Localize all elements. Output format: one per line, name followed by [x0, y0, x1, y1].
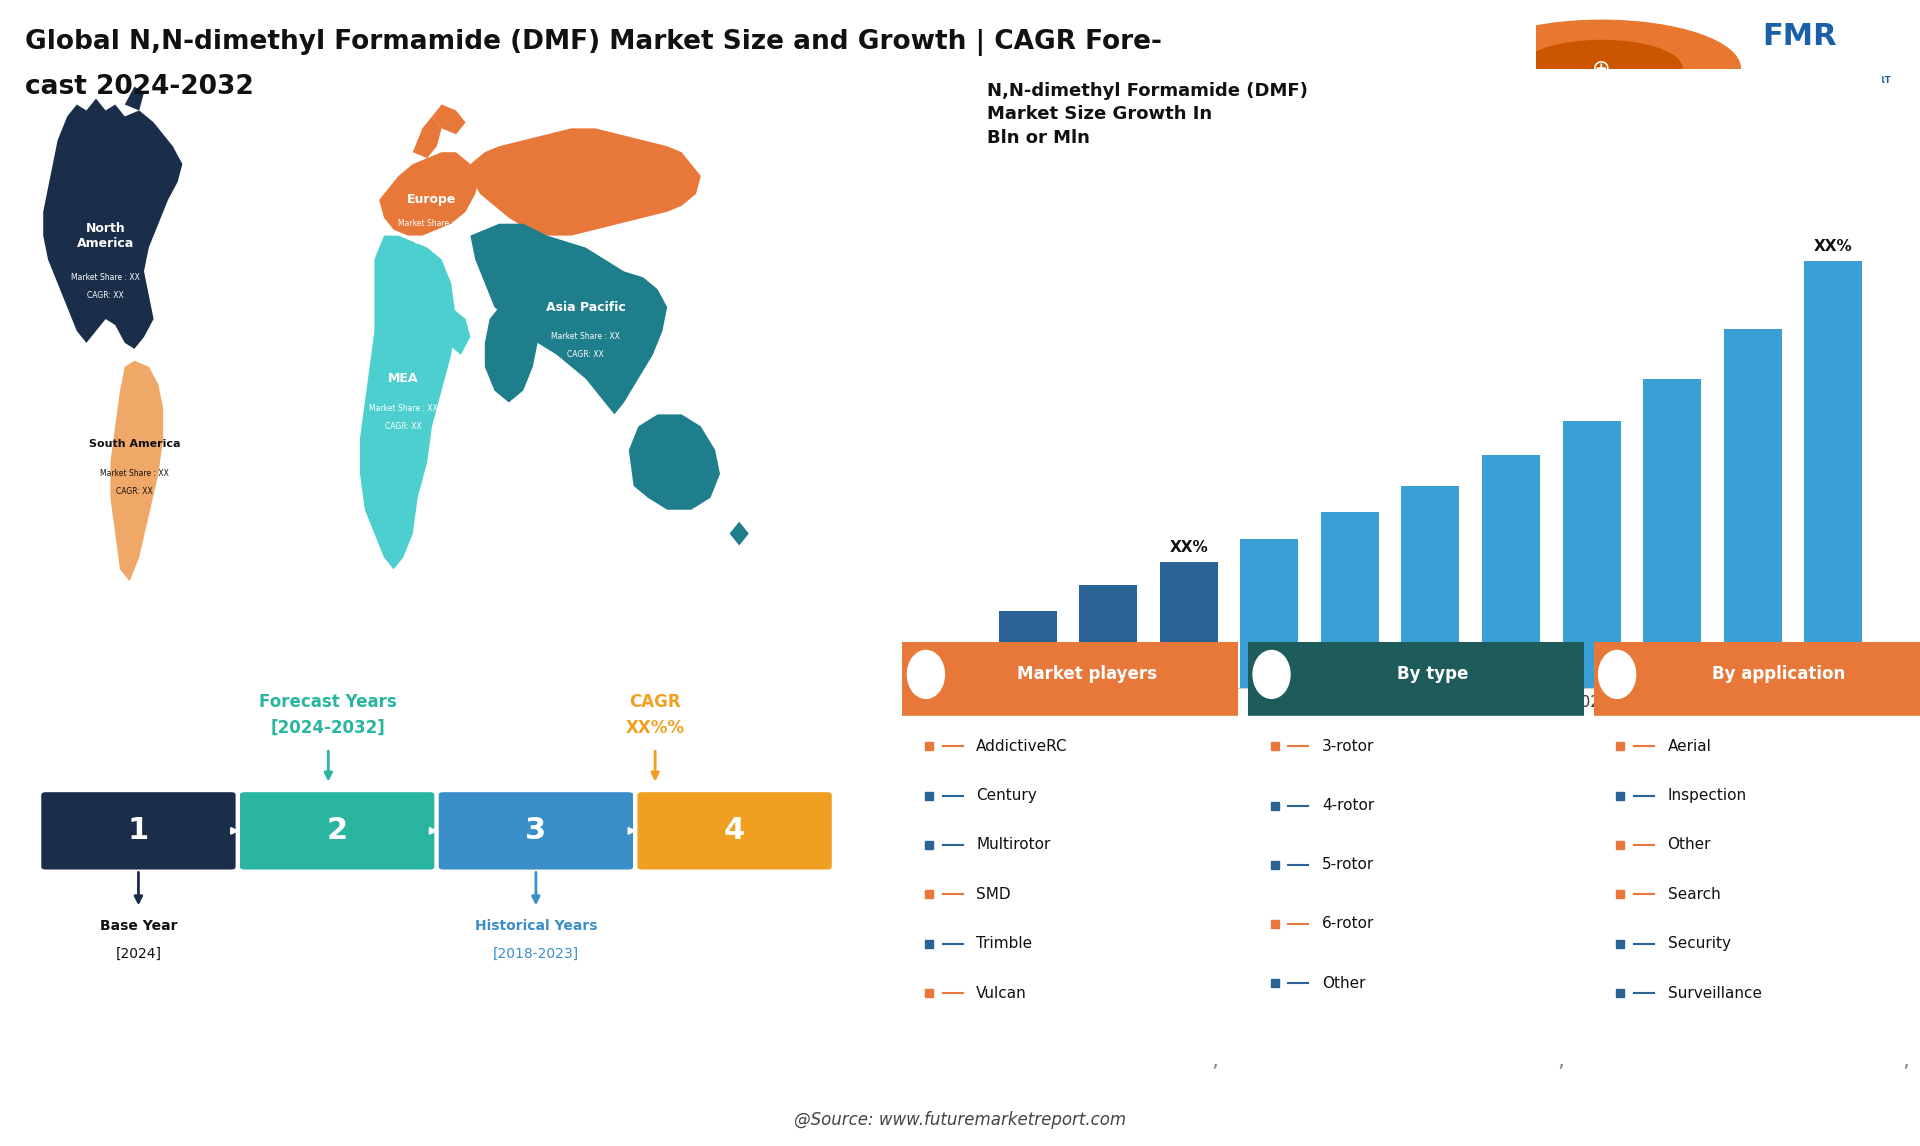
Text: Market Share : XX: Market Share : XX [397, 219, 467, 228]
Text: Trimble: Trimble [977, 936, 1033, 951]
Text: South America: South America [88, 439, 180, 449]
Text: Multirotor: Multirotor [977, 838, 1050, 853]
FancyBboxPatch shape [899, 707, 1242, 1082]
Polygon shape [125, 87, 144, 110]
FancyBboxPatch shape [1590, 707, 1920, 1082]
Bar [1724, 329, 1782, 688]
Polygon shape [730, 521, 749, 545]
Polygon shape [44, 99, 182, 348]
Text: By application: By application [1713, 666, 1845, 683]
Text: 5-rotor: 5-rotor [1321, 857, 1375, 872]
Text: Market Share : XX: Market Share : XX [369, 403, 438, 413]
Text: XX%: XX% [1814, 240, 1853, 254]
Text: North
America: North America [77, 221, 134, 250]
Text: XX%%: XX%% [626, 719, 685, 737]
Bar [1402, 486, 1459, 688]
Text: Base Year: Base Year [100, 919, 177, 933]
Text: Security: Security [1667, 936, 1730, 951]
Text: Market Share : XX: Market Share : XX [100, 470, 169, 479]
Text: 4: 4 [724, 816, 745, 846]
Text: ,: , [1212, 1051, 1217, 1070]
Text: 3: 3 [526, 816, 547, 846]
Bar [1240, 539, 1298, 688]
Text: Inspection: Inspection [1667, 788, 1747, 803]
Text: FUTURE MARKET REPORT: FUTURE MARKET REPORT [1763, 77, 1891, 85]
Circle shape [908, 651, 945, 698]
Text: XX%: XX% [1169, 540, 1208, 556]
Text: Other: Other [1667, 838, 1711, 853]
Text: CAGR: CAGR [630, 693, 682, 711]
Bar [1321, 512, 1379, 688]
FancyBboxPatch shape [1584, 633, 1920, 716]
FancyBboxPatch shape [438, 792, 634, 870]
Text: CAGR: XX: CAGR: XX [86, 291, 125, 300]
Text: Market Share : XX: Market Share : XX [551, 332, 620, 342]
Polygon shape [595, 355, 634, 397]
Text: CAGR: XX: CAGR: XX [115, 487, 154, 496]
Text: Century: Century [977, 788, 1037, 803]
FancyBboxPatch shape [42, 792, 236, 870]
Bar [1079, 584, 1137, 688]
Bar [1482, 455, 1540, 688]
Text: 3-rotor: 3-rotor [1321, 739, 1375, 754]
FancyBboxPatch shape [1244, 707, 1588, 1082]
Polygon shape [413, 117, 442, 158]
Text: MEA: MEA [388, 372, 419, 385]
Text: 2: 2 [326, 816, 348, 846]
Text: Historical Years: Historical Years [474, 919, 597, 933]
Polygon shape [111, 361, 163, 581]
Text: 1: 1 [129, 816, 150, 846]
Text: 4-rotor: 4-rotor [1321, 798, 1375, 813]
Circle shape [1599, 651, 1636, 698]
Text: Vulcan: Vulcan [977, 986, 1027, 1000]
Text: ,: , [1557, 1051, 1563, 1070]
FancyBboxPatch shape [637, 792, 831, 870]
Text: By type: By type [1398, 666, 1469, 683]
Text: [2024]: [2024] [115, 947, 161, 960]
Circle shape [1463, 21, 1740, 116]
Bar [1160, 562, 1217, 688]
Text: ⊕: ⊕ [1592, 58, 1611, 78]
Text: Market Share : XX: Market Share : XX [71, 273, 140, 282]
Text: Surveillance: Surveillance [1667, 986, 1761, 1000]
Polygon shape [432, 104, 465, 134]
Bar [1805, 261, 1862, 688]
Text: Other: Other [1321, 975, 1365, 990]
FancyBboxPatch shape [240, 792, 434, 870]
Text: CAGR: XX: CAGR: XX [413, 237, 451, 246]
Text: Global N,N-dimethyl Formamide (DMF) Market Size and Growth | CAGR Fore-: Global N,N-dimethyl Formamide (DMF) Mark… [25, 29, 1162, 56]
Text: cast 2024-2032: cast 2024-2032 [25, 74, 253, 101]
Bar [1644, 379, 1701, 688]
Polygon shape [361, 236, 457, 570]
Polygon shape [470, 223, 668, 415]
Bar [1563, 421, 1620, 688]
Text: Asia Pacific: Asia Pacific [545, 300, 626, 314]
Text: CAGR: XX: CAGR: XX [566, 351, 605, 360]
Text: Europe: Europe [407, 194, 457, 206]
Text: Market players: Market players [1018, 666, 1158, 683]
Polygon shape [630, 415, 720, 510]
Text: [2024-2032]: [2024-2032] [271, 719, 386, 737]
Text: 6-rotor: 6-rotor [1321, 917, 1375, 932]
Bar [998, 611, 1056, 688]
Text: [2018-2023]: [2018-2023] [493, 947, 580, 960]
Polygon shape [436, 296, 470, 355]
FancyBboxPatch shape [893, 633, 1248, 716]
Text: FMR: FMR [1763, 22, 1837, 52]
Text: AddictiveRC: AddictiveRC [977, 739, 1068, 754]
Circle shape [1254, 651, 1290, 698]
FancyBboxPatch shape [1238, 633, 1594, 716]
Polygon shape [470, 128, 701, 236]
Text: Forecast Years: Forecast Years [259, 693, 397, 711]
Text: SMD: SMD [977, 887, 1012, 902]
Polygon shape [378, 152, 480, 236]
Text: N,N-dimethyl Formamide (DMF)
Market Size Growth In
Bln or Mln: N,N-dimethyl Formamide (DMF) Market Size… [987, 81, 1308, 147]
Text: Search: Search [1667, 887, 1720, 902]
Text: CAGR: XX: CAGR: XX [384, 422, 422, 431]
Circle shape [1521, 40, 1682, 96]
Text: @Source: www.futuremarketreport.com: @Source: www.futuremarketreport.com [795, 1110, 1125, 1129]
Text: ,: , [1903, 1051, 1908, 1070]
Text: Aerial: Aerial [1667, 739, 1711, 754]
Polygon shape [484, 307, 538, 402]
